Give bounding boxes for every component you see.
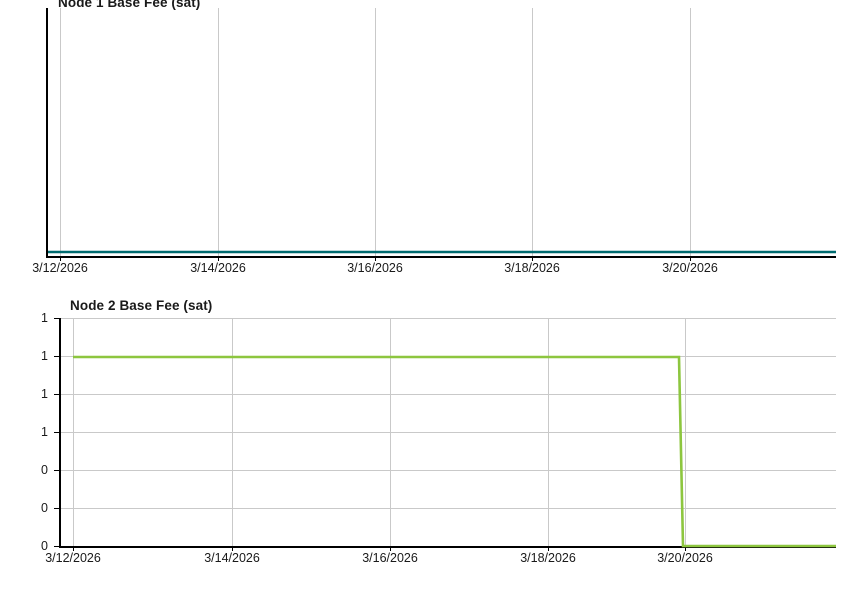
gridline-vertical bbox=[532, 8, 533, 256]
gridline-horizontal bbox=[60, 508, 836, 509]
y-tick bbox=[54, 356, 59, 357]
x-tick-label: 3/18/2026 bbox=[520, 551, 576, 565]
chart-node1: Node 1 Base Fee (sat) 3/12/2026 3/14/202… bbox=[0, 0, 860, 290]
x-tick bbox=[532, 256, 533, 261]
gridline-vertical bbox=[73, 318, 74, 547]
plot-area-node2: 1 1 1 1 0 0 0 3/12/2026 3/14/2026 3/16/2… bbox=[0, 290, 860, 600]
y-tick bbox=[54, 432, 59, 433]
x-tick-label: 3/14/2026 bbox=[190, 261, 246, 275]
x-tick bbox=[548, 546, 549, 551]
y-tick-label: 1 bbox=[41, 311, 48, 325]
x-tick bbox=[375, 256, 376, 261]
x-tick-label: 3/20/2026 bbox=[662, 261, 718, 275]
y-tick-label: 1 bbox=[41, 425, 48, 439]
y-tick-label: 1 bbox=[41, 349, 48, 363]
y-tick-label: 0 bbox=[41, 463, 48, 477]
x-tick bbox=[73, 546, 74, 551]
y-tick bbox=[54, 508, 59, 509]
x-tick bbox=[218, 256, 219, 261]
y-tick-label: 0 bbox=[41, 539, 48, 553]
chart-node2: Node 2 Base Fee (sat) bbox=[0, 290, 860, 600]
gridline-horizontal bbox=[60, 394, 836, 395]
x-tick-label: 3/12/2026 bbox=[32, 261, 88, 275]
chart-title-node2: Node 2 Base Fee (sat) bbox=[70, 298, 213, 313]
y-axis-line-node2 bbox=[59, 318, 61, 547]
x-tick-label: 3/12/2026 bbox=[45, 551, 101, 565]
series-line-node1 bbox=[48, 250, 836, 254]
plot-area-node1: 3/12/2026 3/14/2026 3/16/2026 3/18/2026 … bbox=[0, 0, 860, 290]
y-tick bbox=[54, 470, 59, 471]
y-axis-line-node1 bbox=[46, 8, 48, 258]
x-tick-label: 3/16/2026 bbox=[347, 261, 403, 275]
x-tick-label: 3/14/2026 bbox=[204, 551, 260, 565]
gridline-vertical bbox=[685, 318, 686, 547]
gridline-vertical bbox=[232, 318, 233, 547]
gridline-horizontal bbox=[60, 318, 836, 319]
x-axis-line-node2 bbox=[59, 546, 836, 548]
gridline-horizontal bbox=[60, 432, 836, 433]
y-tick bbox=[54, 546, 59, 547]
chart-title-node1: Node 1 Base Fee (sat) bbox=[58, 0, 201, 10]
y-tick-label: 0 bbox=[41, 501, 48, 515]
x-tick bbox=[690, 256, 691, 261]
x-tick bbox=[232, 546, 233, 551]
y-tick-label: 1 bbox=[41, 387, 48, 401]
x-axis-line-node1 bbox=[46, 256, 836, 258]
gridline-vertical bbox=[60, 8, 61, 256]
x-tick-label: 3/16/2026 bbox=[362, 551, 418, 565]
y-tick bbox=[54, 318, 59, 319]
gridline-vertical bbox=[375, 8, 376, 256]
x-tick bbox=[685, 546, 686, 551]
gridline-vertical bbox=[390, 318, 391, 547]
gridline-vertical bbox=[548, 318, 549, 547]
x-tick-label: 3/20/2026 bbox=[657, 551, 713, 565]
x-tick bbox=[60, 256, 61, 261]
gridline-vertical bbox=[218, 8, 219, 256]
x-tick-label: 3/18/2026 bbox=[504, 261, 560, 275]
gridline-vertical bbox=[690, 8, 691, 256]
x-tick bbox=[390, 546, 391, 551]
gridline-horizontal bbox=[60, 470, 836, 471]
y-tick bbox=[54, 394, 59, 395]
series-line-node2 bbox=[73, 355, 836, 548]
